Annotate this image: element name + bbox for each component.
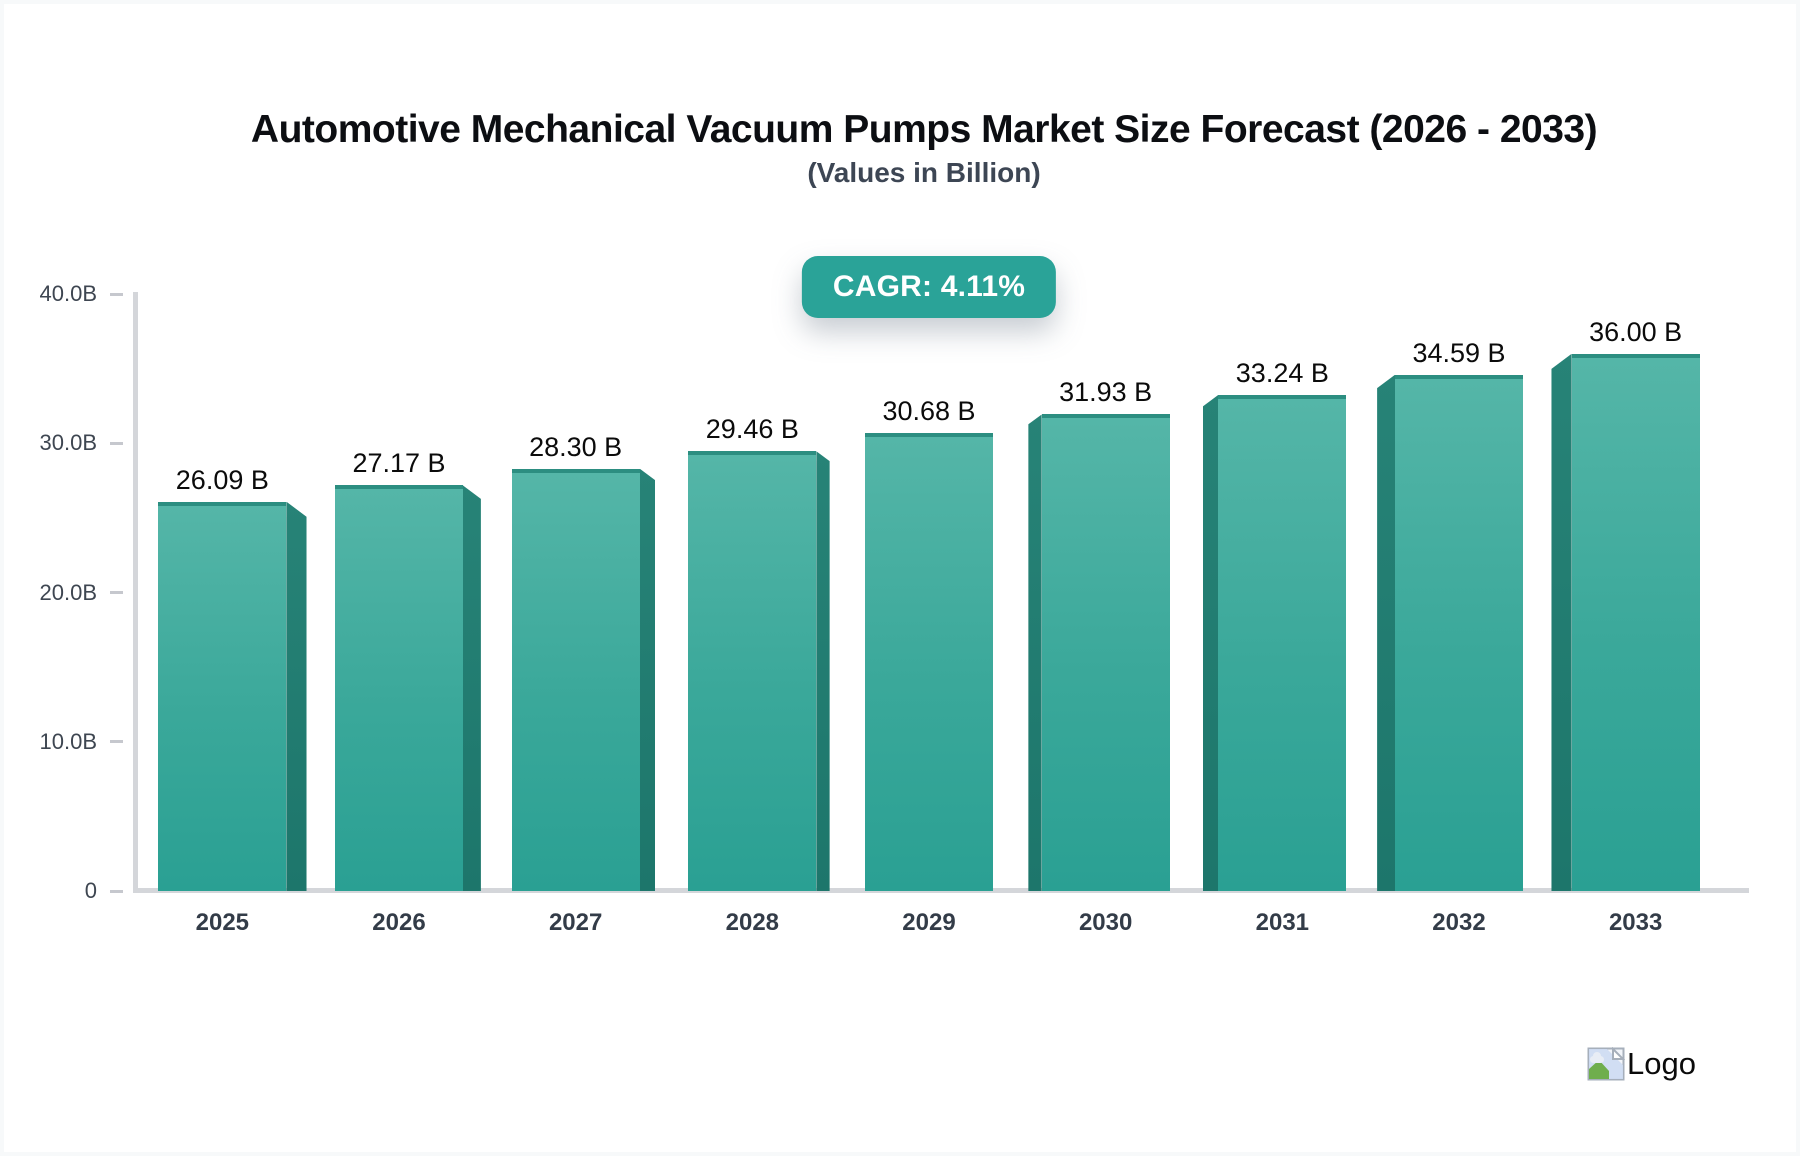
bar-value-label-2027: 28.30 B [529, 431, 623, 462]
y-axis-tick-mark-40 [110, 292, 123, 296]
bar-2032 [1377, 374, 1523, 891]
bar-side-2027 [639, 468, 656, 891]
chart-title: Automotive Mechanical Vacuum Pumps Marke… [250, 108, 1598, 151]
bar-value-label-2025: 26.09 B [175, 464, 269, 495]
y-axis-tick-mark-20 [110, 591, 123, 594]
bar-face-2025 [158, 501, 287, 891]
broken-image-icon [1587, 1047, 1625, 1081]
x-axis-label-2032: 2032 [1432, 909, 1486, 936]
bar-face-2028 [688, 451, 817, 891]
bar-side-2026 [463, 485, 481, 891]
bar-value-label-2033: 36.00 B [1589, 316, 1683, 347]
bar-value-label-2026: 27.17 B [352, 448, 446, 479]
bar-face-2026 [335, 485, 463, 891]
x-axis-label-2026: 2026 [372, 909, 426, 936]
bar-value-label-2028: 29.46 B [705, 414, 799, 445]
bar-side-2025 [286, 501, 307, 891]
bar-2030 [1028, 414, 1170, 891]
bar-value-label-2031: 33.24 B [1235, 357, 1329, 388]
bar-2025 [158, 501, 307, 891]
x-axis-label-2028: 2028 [725, 909, 780, 936]
y-axis-tick-mark-30 [110, 441, 123, 445]
bar-2031 [1202, 394, 1347, 891]
x-axis-label-2027: 2027 [548, 909, 603, 936]
bar-face-2031 [1218, 394, 1347, 891]
logo-text: Logo [1627, 1046, 1696, 1081]
bar-2028 [688, 451, 830, 891]
x-axis-label-2029: 2029 [902, 909, 956, 936]
x-axis-label-2033: 2033 [1608, 909, 1663, 936]
bar-2027 [511, 468, 656, 891]
bar-face-2029 [865, 433, 993, 891]
bar-2029 [865, 433, 993, 891]
cagr-badge: CAGR: 4.11% [801, 256, 1057, 318]
x-axis-label-2030: 2030 [1078, 909, 1133, 936]
x-axis-label-2031: 2031 [1255, 909, 1310, 936]
y-axis-tick-label-30: 30.0B [39, 430, 98, 456]
bar-side-2032 [1377, 374, 1395, 891]
y-axis-tick-mark-10 [110, 740, 123, 744]
bar-value-label-2029: 30.68 B [882, 396, 976, 427]
bar-face-2032 [1395, 374, 1523, 891]
bar-2033 [1551, 353, 1700, 891]
y-axis-line [133, 292, 138, 891]
x-axis-label-2025: 2025 [195, 909, 250, 936]
bar-value-label-2030: 31.93 B [1059, 377, 1153, 408]
y-axis-tick-label-20: 20.0B [39, 579, 98, 605]
bar-face-2027 [511, 468, 640, 891]
y-axis-tick-label-10: 10.0B [39, 728, 98, 754]
y-axis-tick-label-0: 0 [84, 878, 97, 903]
bar-side-2030 [1028, 414, 1042, 891]
bar-side-2031 [1202, 394, 1219, 891]
bar-value-label-2032: 34.59 B [1412, 337, 1506, 368]
bar-face-2030 [1041, 414, 1170, 891]
y-axis-tick-mark-0 [110, 889, 123, 893]
bar-side-2028 [816, 451, 830, 891]
bar-side-2033 [1551, 353, 1572, 891]
y-axis-tick-label-40: 40.0B [39, 281, 98, 306]
chart-subtitle: (Values in Billion) [807, 157, 1041, 188]
bar-2026 [335, 485, 481, 891]
logo: Logo [1587, 1042, 1696, 1086]
bar-face-2033 [1571, 353, 1700, 891]
